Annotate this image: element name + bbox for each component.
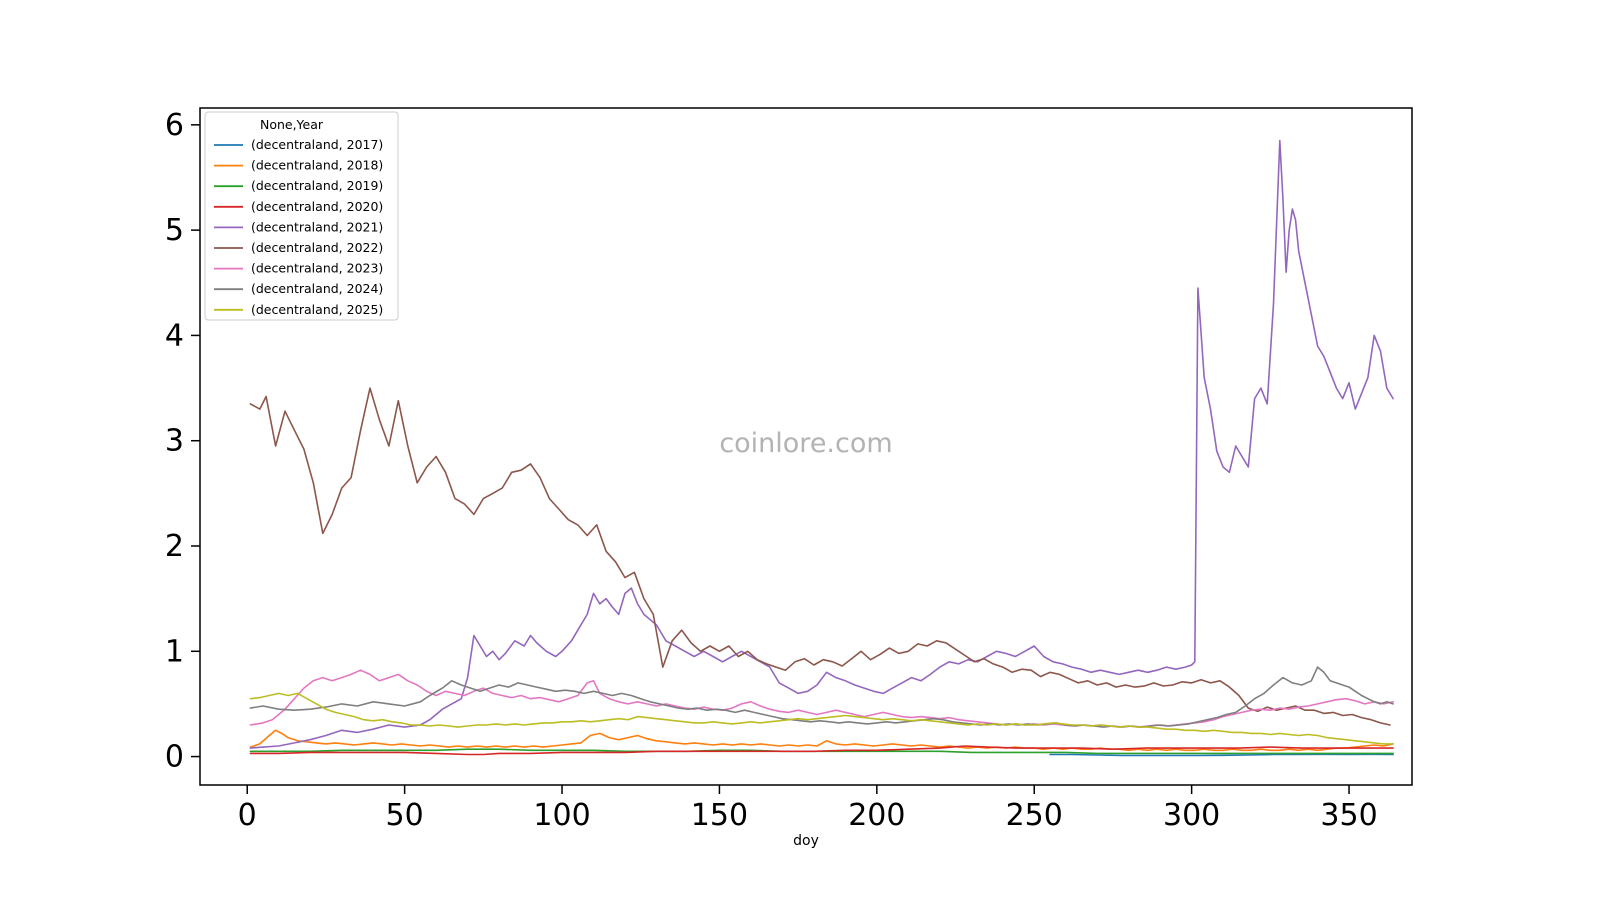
x-tick-label: 350 [1320, 798, 1377, 833]
y-tick-label: 6 [165, 108, 184, 143]
series-line-2020 [249, 745, 1394, 756]
x-tick-label: 100 [533, 798, 590, 833]
y-tick-label: 2 [165, 529, 184, 564]
watermark-text: coinlore.com [719, 428, 892, 459]
y-tick-label: 0 [165, 740, 184, 775]
series-line-2022 [249, 387, 1391, 726]
series-line-2018 [249, 729, 1394, 752]
legend-label-2020: (decentraland, 2020) [251, 199, 383, 214]
y-tick-label: 4 [165, 318, 184, 353]
x-tick-label: 250 [1006, 798, 1063, 833]
legend-label-2024: (decentraland, 2024) [251, 281, 383, 296]
x-tick-label: 300 [1163, 798, 1220, 833]
x-tick-label: 200 [848, 798, 905, 833]
legend-label-2018: (decentraland, 2018) [251, 158, 383, 173]
x-axis-label: doy [793, 833, 819, 849]
y-tick-label: 1 [165, 634, 184, 669]
legend-label-2025: (decentraland, 2025) [251, 302, 383, 317]
x-tick-label: 50 [386, 798, 424, 833]
series-line-2023 [249, 669, 1394, 728]
legend-label-2023: (decentraland, 2023) [251, 261, 383, 276]
series-line-2021 [249, 139, 1394, 749]
x-tick-label: 150 [691, 798, 748, 833]
x-tick-label: 0 [238, 798, 257, 833]
legend-title: None,Year [260, 117, 324, 132]
legend-box [204, 111, 399, 321]
series-line-2017 [1049, 753, 1394, 757]
legend-label-2017: (decentraland, 2017) [251, 137, 383, 152]
y-tick-label: 3 [165, 424, 184, 459]
axes-frame [199, 107, 1413, 786]
legend-label-2019: (decentraland, 2019) [251, 178, 383, 193]
y-tick-label: 5 [165, 213, 184, 248]
series-line-2025 [249, 692, 1394, 745]
series-line-2024 [249, 666, 1394, 728]
legend-label-2022: (decentraland, 2022) [251, 240, 383, 255]
legend-label-2021: (decentraland, 2021) [251, 219, 383, 234]
